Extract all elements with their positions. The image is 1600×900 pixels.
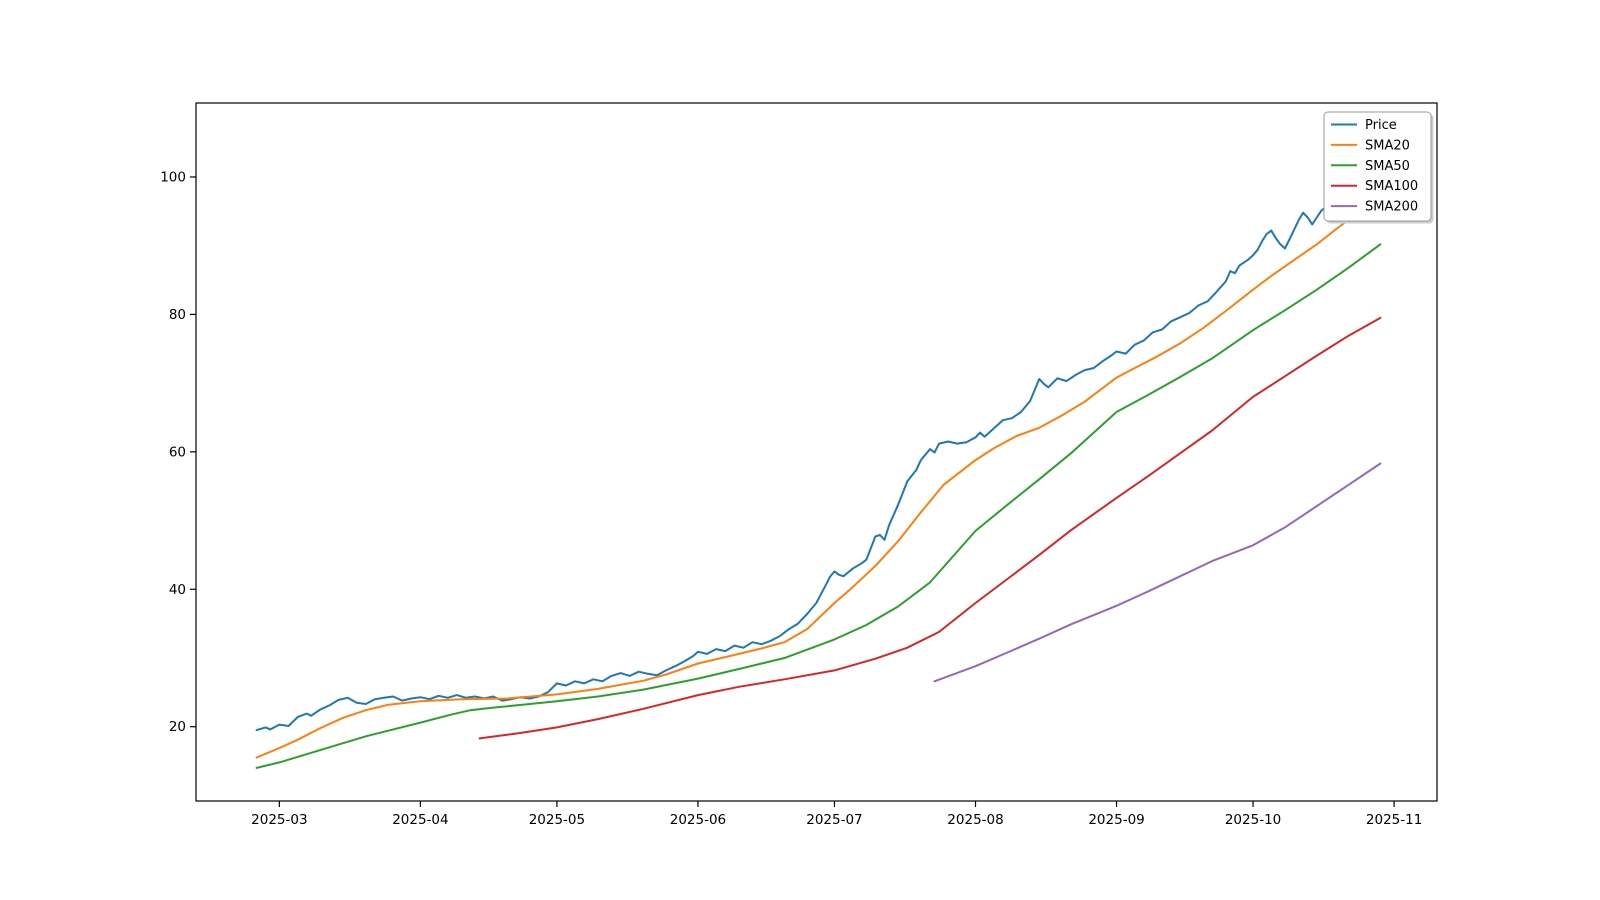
legend-entry-sma100: SMA100 [1331, 179, 1418, 194]
legend-label: SMA20 [1365, 138, 1410, 153]
y-tick-label: 80 [169, 307, 186, 323]
x-tick-label: 2025-07 [806, 812, 862, 828]
x-tick-label: 2025-11 [1366, 812, 1422, 828]
legend-box [1323, 111, 1432, 222]
x-tick-label: 2025-10 [1225, 812, 1281, 828]
y-tick-label: 20 [169, 719, 186, 735]
x-tick-label: 2025-09 [1088, 812, 1144, 828]
x-tick-label: 2025-04 [392, 812, 448, 828]
plot-area [196, 103, 1437, 801]
legend-entry-sma20: SMA20 [1331, 138, 1410, 153]
legend-entry-sma200: SMA200 [1331, 200, 1418, 215]
x-axis-ticks: 2025-03 2025-04 2025-05 2025-06 2025-07 2025-… [251, 801, 1422, 828]
sma50-line [255, 243, 1382, 769]
legend: Price SMA20 SMA50 SMA100 SMA200 [1323, 111, 1434, 224]
sma200-line [933, 462, 1382, 683]
x-tick-label: 2025-08 [947, 812, 1003, 828]
price-line [255, 136, 1382, 732]
y-tick-label: 40 [169, 582, 186, 598]
y-tick-label: 60 [169, 444, 186, 460]
x-tick-label: 2025-05 [529, 812, 585, 828]
sma20-line [255, 196, 1382, 759]
series-lines [255, 136, 1382, 769]
legend-label: Price [1365, 118, 1397, 133]
y-tick-label: 100 [160, 169, 186, 185]
legend-entry-sma50: SMA50 [1331, 159, 1410, 174]
legend-entry-price: Price [1331, 118, 1397, 133]
legend-label: SMA100 [1365, 179, 1418, 194]
legend-label: SMA50 [1365, 159, 1410, 174]
sma100-line [478, 316, 1382, 740]
x-tick-label: 2025-03 [251, 812, 307, 828]
legend-label: SMA200 [1365, 200, 1418, 215]
x-tick-label: 2025-06 [670, 812, 726, 828]
y-axis-ticks: 20 40 60 80 100 [160, 169, 196, 735]
